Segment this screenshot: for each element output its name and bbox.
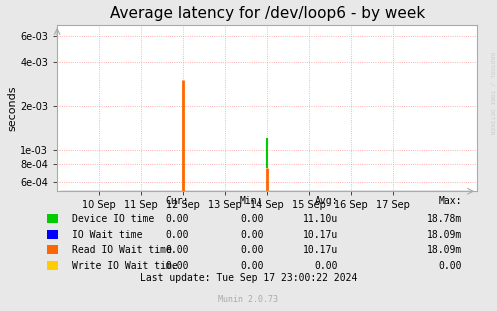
Text: 0.00: 0.00 (240, 261, 263, 271)
Y-axis label: seconds: seconds (7, 85, 17, 131)
Text: Max:: Max: (439, 196, 462, 206)
Text: Min:: Min: (240, 196, 263, 206)
Text: 10.17u: 10.17u (303, 230, 338, 240)
Text: 0.00: 0.00 (166, 261, 189, 271)
Text: RRDTOOL / TOBI OETIKER: RRDTOOL / TOBI OETIKER (490, 52, 495, 135)
Text: 18.09m: 18.09m (427, 230, 462, 240)
Text: Cur:: Cur: (166, 196, 189, 206)
Text: Avg:: Avg: (315, 196, 338, 206)
Text: Munin 2.0.73: Munin 2.0.73 (219, 295, 278, 304)
Text: 0.00: 0.00 (240, 214, 263, 224)
Text: 0.00: 0.00 (240, 230, 263, 240)
Text: 10.17u: 10.17u (303, 245, 338, 255)
Text: Last update: Tue Sep 17 23:00:22 2024: Last update: Tue Sep 17 23:00:22 2024 (140, 273, 357, 283)
Text: 11.10u: 11.10u (303, 214, 338, 224)
Text: Read IO Wait time: Read IO Wait time (72, 245, 172, 255)
Text: 18.09m: 18.09m (427, 245, 462, 255)
Text: Device IO time: Device IO time (72, 214, 154, 224)
Text: 0.00: 0.00 (439, 261, 462, 271)
Text: 18.78m: 18.78m (427, 214, 462, 224)
Text: 0.00: 0.00 (166, 245, 189, 255)
Text: 0.00: 0.00 (240, 245, 263, 255)
Text: Write IO Wait time: Write IO Wait time (72, 261, 178, 271)
Text: 0.00: 0.00 (166, 230, 189, 240)
Text: IO Wait time: IO Wait time (72, 230, 143, 240)
Title: Average latency for /dev/loop6 - by week: Average latency for /dev/loop6 - by week (109, 6, 425, 21)
Text: 0.00: 0.00 (315, 261, 338, 271)
Text: 0.00: 0.00 (166, 214, 189, 224)
